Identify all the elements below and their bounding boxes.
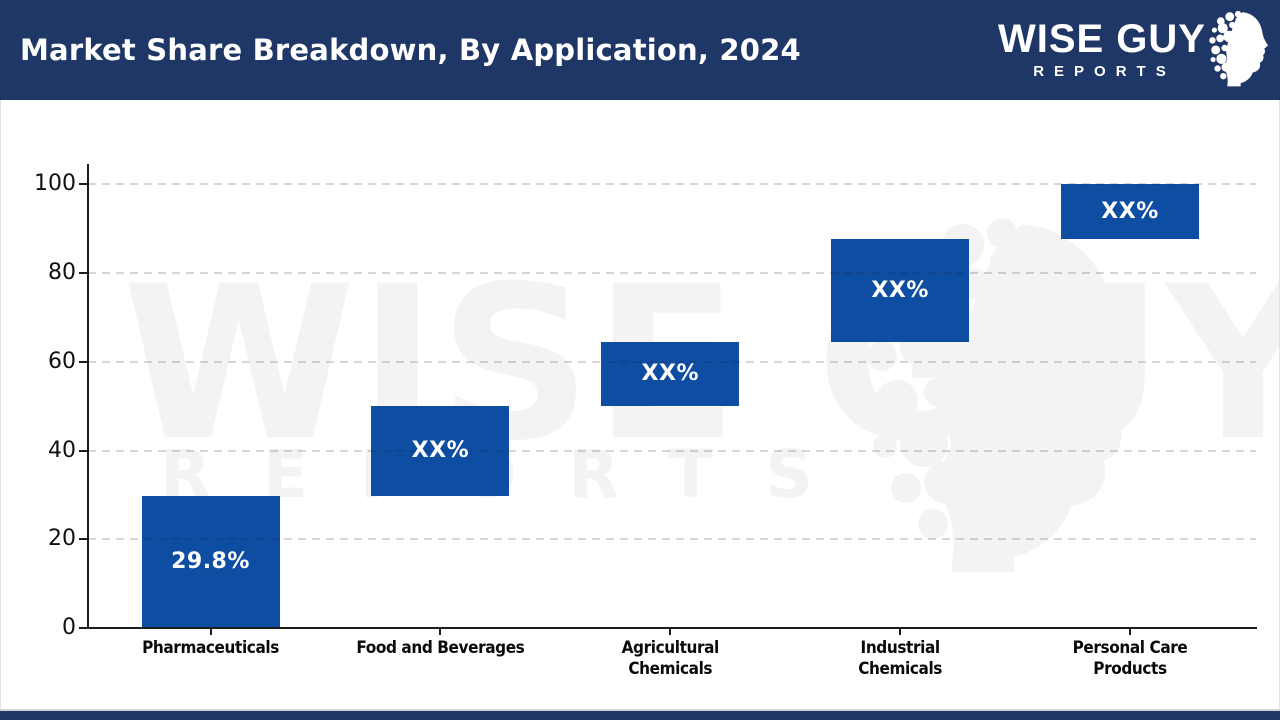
gridline-100: [88, 183, 1256, 186]
gridline-80: [88, 272, 1256, 274]
bar-segment[interactable]: [141, 495, 280, 628]
logo-reports-text: REPORTS: [1033, 62, 1176, 80]
y-axis-tick-mark: [79, 449, 87, 452]
x-axis-tick-mark: [669, 629, 672, 635]
bar-value-label: XX%: [1101, 199, 1159, 225]
header-bar: Market Share Breakdown, By Application, …: [0, 0, 1280, 100]
y-axis-tick-label: 60: [48, 348, 76, 374]
category-label: Pharmaceuticals: [142, 638, 279, 658]
y-axis-tick-label: 40: [48, 437, 76, 463]
x-axis-tick-mark: [209, 629, 212, 635]
y-axis-line: [87, 164, 89, 629]
category-label: Food and Beverages: [356, 638, 525, 658]
y-axis-tick-label: 20: [48, 526, 76, 552]
y-axis-tick-mark: [79, 183, 87, 186]
logo-wise-guy-text: WISE GUY: [997, 16, 1206, 61]
category-label: Agricultural Chemicals: [621, 638, 720, 679]
y-axis-tick-mark: [79, 360, 87, 363]
x-axis-line: [87, 627, 1257, 629]
x-axis-tick-mark: [439, 629, 442, 635]
footer-divider: [0, 709, 1280, 711]
category-label: Industrial Chemicals: [858, 638, 943, 679]
y-axis-tick-label: 0: [62, 615, 76, 640]
gridline-20: [88, 538, 1256, 541]
bar-value-label: 29.8%: [171, 549, 250, 575]
brand-logo: WISE GUY REPORTS: [998, 6, 1272, 90]
bar-value-label: XX%: [411, 438, 470, 464]
gridline-60: [88, 360, 1256, 363]
logo-dotted-head-icon: [1208, 6, 1272, 90]
x-axis-tick-mark: [899, 629, 902, 635]
waterfall-chart: 0 20 40 60 80 100 29.8% Pharmaceuticals XX% Food …: [0, 100, 1280, 711]
y-axis-tick-mark: [79, 272, 87, 274]
bar-value-label: XX%: [641, 361, 699, 387]
x-axis-tick-mark: [1129, 629, 1131, 635]
gridline-40: [88, 449, 1256, 452]
bar-segment[interactable]: [371, 406, 510, 496]
page-title: Market Share Breakdown, By Application, …: [20, 33, 801, 67]
y-axis-tick-label: 100: [34, 171, 76, 197]
bar-segment[interactable]: [1061, 184, 1199, 239]
category-label: Personal Care Products: [1072, 638, 1188, 679]
bar-segment[interactable]: [601, 341, 740, 407]
bar-segment[interactable]: [831, 238, 970, 342]
y-axis-tick-mark: [79, 627, 87, 629]
y-axis-tick-mark: [79, 538, 87, 541]
y-axis-tick-label: 80: [48, 260, 76, 285]
bar-value-label: XX%: [871, 277, 929, 303]
footer-bar: [0, 711, 1280, 720]
